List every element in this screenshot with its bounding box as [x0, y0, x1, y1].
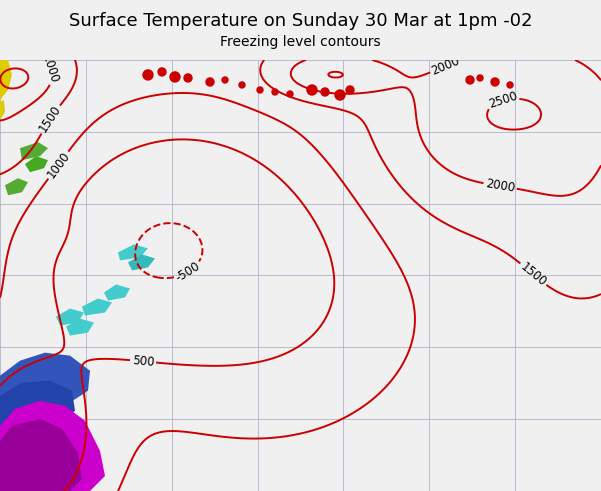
Polygon shape [20, 142, 48, 160]
Text: 2000: 2000 [40, 53, 61, 84]
Circle shape [466, 76, 474, 84]
Polygon shape [0, 60, 12, 100]
Polygon shape [0, 100, 5, 120]
Circle shape [491, 78, 499, 86]
Text: 1500: 1500 [517, 260, 549, 289]
Text: 2000: 2000 [430, 54, 462, 78]
Text: Freezing level contours: Freezing level contours [220, 35, 381, 50]
Circle shape [158, 68, 166, 76]
Polygon shape [82, 299, 112, 316]
Text: 500: 500 [132, 354, 154, 369]
Circle shape [170, 72, 180, 82]
Text: 1500: 1500 [36, 103, 64, 135]
Polygon shape [66, 319, 94, 336]
Circle shape [346, 86, 354, 94]
Circle shape [321, 88, 329, 96]
Polygon shape [128, 254, 155, 271]
Circle shape [143, 70, 153, 80]
Circle shape [257, 87, 263, 93]
Polygon shape [118, 245, 148, 260]
Text: -500: -500 [174, 259, 203, 284]
Text: 2000: 2000 [484, 177, 516, 195]
Circle shape [206, 78, 214, 86]
Circle shape [222, 77, 228, 83]
Polygon shape [0, 353, 90, 413]
Text: Surface Temperature on Sunday 30 Mar at 1pm -02: Surface Temperature on Sunday 30 Mar at … [69, 12, 532, 30]
Polygon shape [0, 401, 105, 491]
Circle shape [507, 82, 513, 88]
Polygon shape [0, 419, 82, 491]
Circle shape [272, 89, 278, 95]
Polygon shape [0, 381, 75, 433]
Circle shape [287, 91, 293, 97]
Polygon shape [56, 308, 84, 326]
Polygon shape [25, 156, 48, 172]
Text: 2500: 2500 [487, 89, 519, 111]
Circle shape [307, 85, 317, 95]
Circle shape [477, 75, 483, 81]
Polygon shape [104, 284, 130, 300]
Circle shape [335, 90, 345, 100]
Circle shape [184, 74, 192, 82]
Polygon shape [5, 178, 28, 195]
Text: 1000: 1000 [44, 149, 72, 181]
Circle shape [239, 82, 245, 88]
